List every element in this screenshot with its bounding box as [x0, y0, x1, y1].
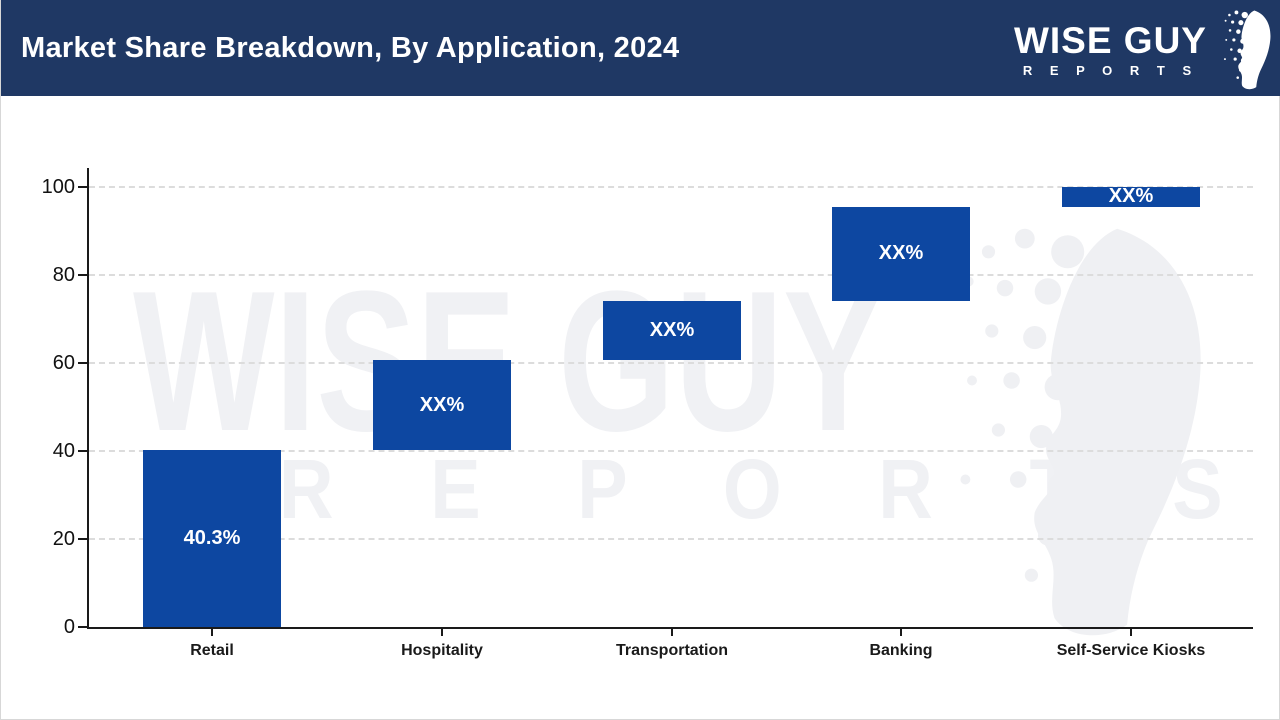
x-category-label-hospitality: Hospitality — [401, 642, 483, 659]
x-tick-mark-self-service-kiosks — [1130, 629, 1132, 636]
logo-reports-text: R E P O R T S — [1022, 63, 1199, 78]
x-axis-line — [87, 627, 1253, 629]
x-tick-mark-hospitality — [441, 629, 443, 636]
bar-value-label-self-service-kiosks: XX% — [1108, 185, 1154, 208]
gridline-80 — [89, 274, 1253, 276]
y-tick-label-80: 80 — [52, 264, 75, 286]
y-tick-label-40: 40 — [52, 440, 75, 462]
x-tick-mark-banking — [900, 629, 902, 636]
page-title: Market Share Breakdown, By Application, … — [21, 31, 680, 64]
gridline-60 — [89, 362, 1253, 364]
x-category-label-self-service-kiosks: Self-Service Kiosks — [1056, 642, 1206, 659]
y-tick-mark-100 — [78, 186, 87, 188]
wiseguy-logo: WISE GUY R E P O R T S — [1009, 6, 1271, 92]
bar-retail[interactable]: 40.3% — [143, 449, 281, 627]
gridline-20 — [89, 538, 1253, 540]
y-tick-label-20: 20 — [52, 528, 75, 550]
bar-value-label-hospitality: XX% — [419, 393, 465, 416]
y-tick-mark-60 — [78, 362, 87, 364]
x-category-label-banking: Banking — [869, 642, 933, 659]
y-axis-line — [87, 168, 89, 629]
wiseguy-face-icon — [1223, 10, 1271, 90]
gridline-40 — [89, 450, 1253, 452]
bar-banking[interactable]: XX% — [832, 206, 970, 301]
y-tick-mark-80 — [78, 274, 87, 276]
y-tick-label-100: 100 — [41, 176, 75, 198]
bar-hospitality[interactable]: XX% — [373, 360, 511, 450]
bar-value-label-retail: 40.3% — [183, 526, 241, 549]
y-tick-label-60: 60 — [52, 352, 75, 374]
y-tick-label-0: 0 — [63, 616, 75, 638]
x-category-label-transportation: Transportation — [615, 642, 728, 659]
bar-value-label-transportation: XX% — [649, 319, 695, 342]
bar-transportation[interactable]: XX% — [603, 300, 741, 361]
x-tick-mark-transportation — [671, 629, 673, 636]
y-tick-mark-0 — [78, 626, 87, 628]
x-category-label-retail: Retail — [190, 642, 234, 659]
logo-wordmark: WISE GUY — [1013, 20, 1207, 61]
bar-self-service-kiosks[interactable]: XX% — [1062, 185, 1200, 208]
bar-value-label-banking: XX% — [878, 242, 924, 265]
header-bar: Market Share Breakdown, By Application, … — [1, 0, 1280, 96]
y-tick-mark-20 — [78, 538, 87, 540]
gridline-100 — [89, 186, 1253, 188]
x-tick-mark-retail — [211, 629, 213, 636]
y-tick-mark-40 — [78, 450, 87, 452]
